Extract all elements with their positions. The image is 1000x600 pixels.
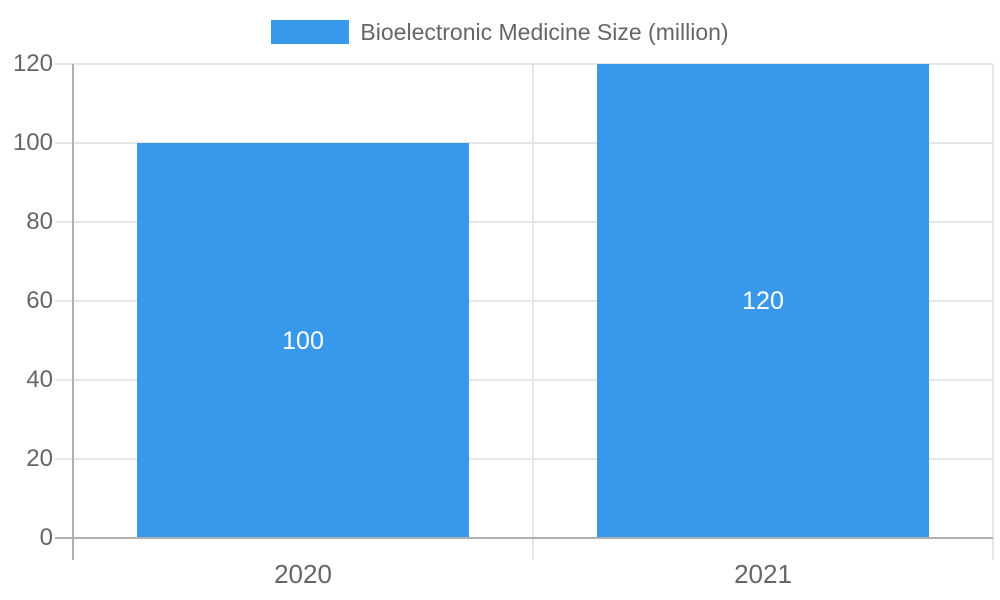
x-axis-line [55,537,993,539]
bar[interactable] [597,64,929,538]
y-axis-tick-label: 100 [12,129,53,156]
y-axis-tick-label: 0 [39,524,53,551]
gridline-h [55,379,993,381]
y-axis-line [72,64,74,560]
legend-label: Bioelectronic Medicine Size (million) [360,19,729,45]
x-axis-tick-label: 2020 [274,559,332,589]
gridline-v [992,64,994,560]
gridline-v [532,64,534,560]
gridline-h [55,458,993,460]
legend-swatch [271,20,350,44]
bar-value-label: 100 [282,326,324,355]
gridline-h [55,63,993,65]
y-axis-tick-label: 20 [26,445,53,472]
gridline-h [55,300,993,302]
y-axis-tick-label: 120 [12,50,53,77]
legend-item[interactable]: Bioelectronic Medicine Size (million) [0,20,1000,44]
y-axis-tick-label: 80 [26,208,53,235]
x-axis-tick-label: 2021 [734,559,792,589]
gridline-h [55,221,993,223]
gridline-h [55,142,993,144]
y-axis-tick-label: 40 [26,366,53,393]
bar-value-label: 120 [742,287,784,315]
bar[interactable] [137,143,469,538]
y-axis-tick-label: 60 [26,287,53,314]
